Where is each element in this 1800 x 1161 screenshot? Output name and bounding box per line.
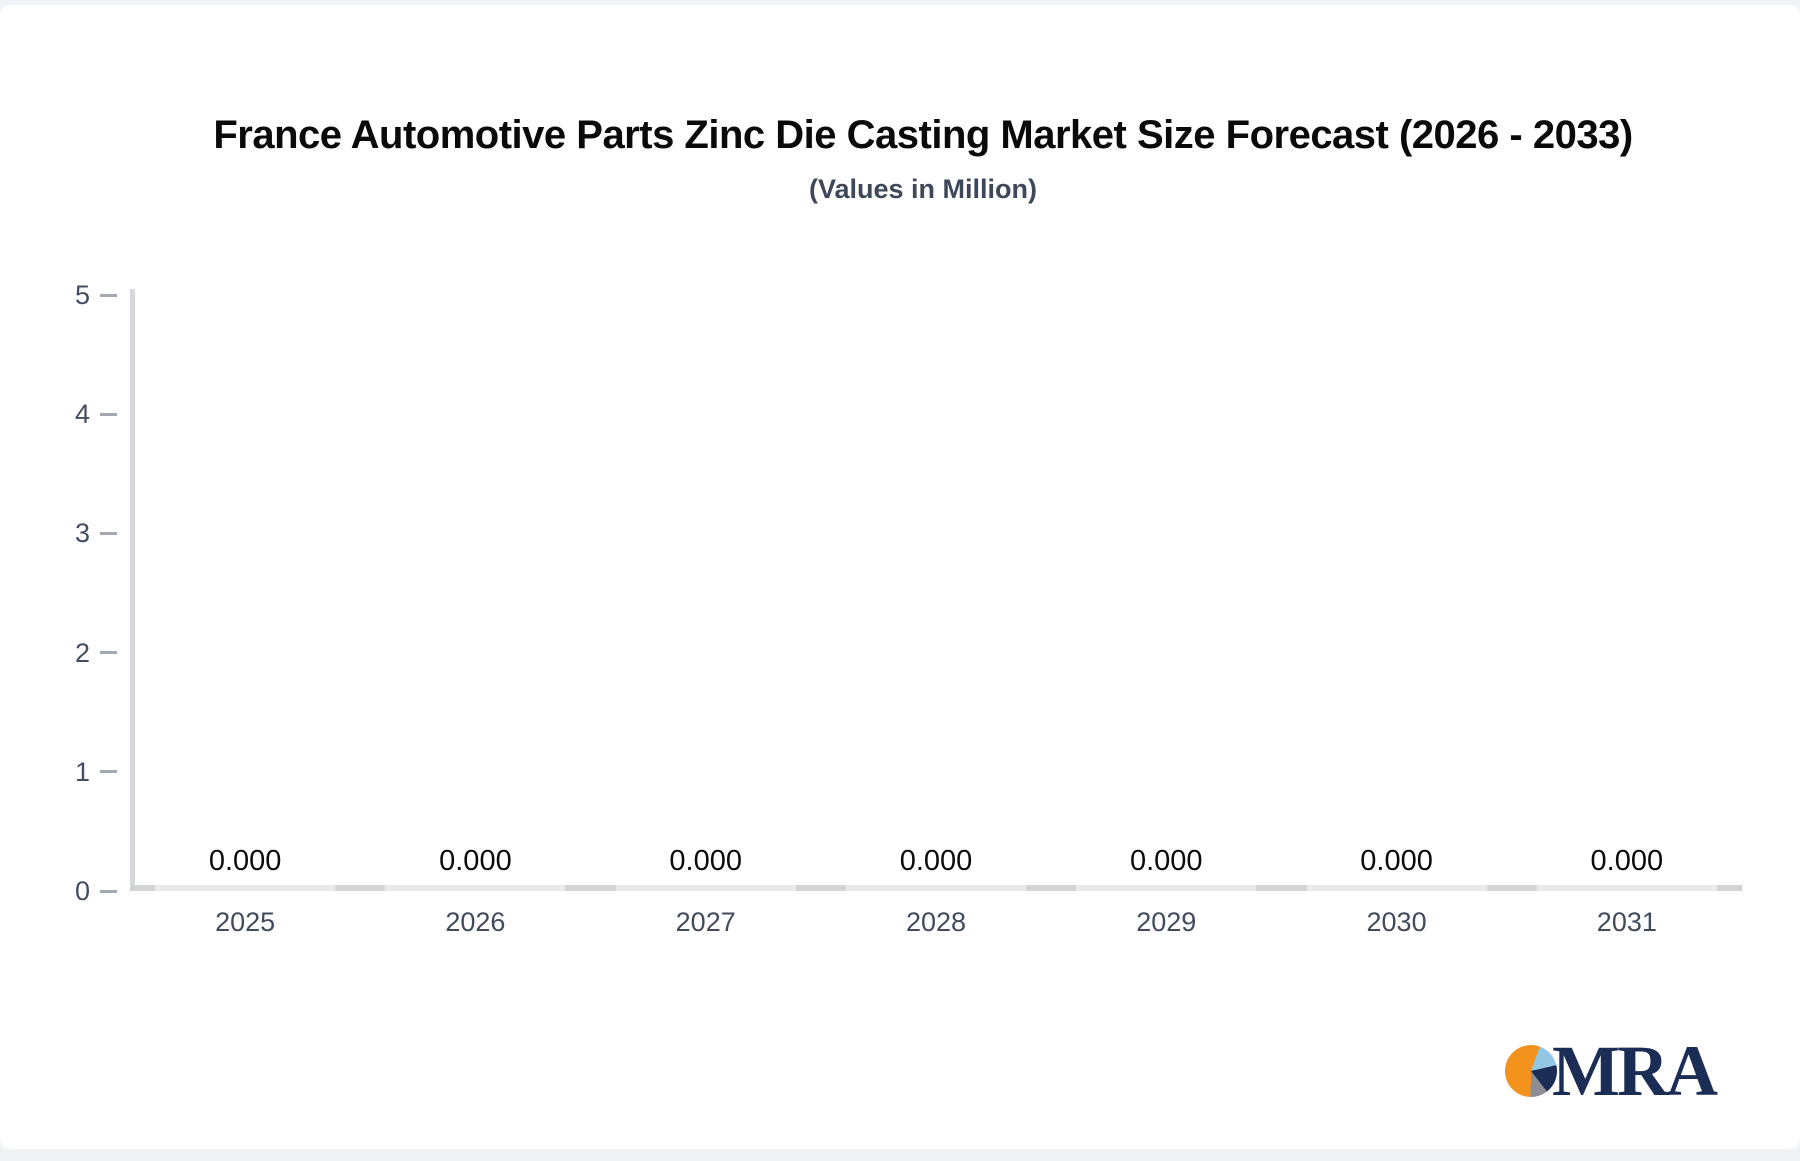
x-axis-label: 2027 [596, 907, 816, 937]
y-tick-label: 1 [20, 757, 90, 787]
x-axis-label: 2030 [1287, 907, 1507, 937]
plot-area: 0 1 2 3 4 5 0.000 2025 0.000 2026 0.000 2027 0.000 2… [0, 5, 1800, 1161]
x-axis-label: 2028 [826, 907, 1046, 937]
y-tick-dash [100, 770, 117, 773]
bar [385, 885, 565, 891]
bar-value-label: 0.000 [1287, 846, 1507, 876]
y-tick-label: 2 [20, 638, 90, 668]
y-tick-dash [100, 294, 117, 297]
bar-value-label: 0.000 [365, 846, 585, 876]
bar [1076, 885, 1256, 891]
x-axis-label: 2031 [1517, 907, 1737, 937]
bar-value-label: 0.000 [1056, 846, 1276, 876]
y-tick-label: 0 [20, 876, 90, 906]
x-axis-label: 2025 [135, 907, 355, 937]
x-axis-label: 2026 [365, 907, 585, 937]
bar-value-label: 0.000 [826, 846, 1046, 876]
y-tick-label: 3 [20, 518, 90, 548]
bar [155, 885, 335, 891]
mra-logo-text: MRA [1552, 1045, 1715, 1097]
y-tick-label: 5 [20, 280, 90, 310]
y-tick-label: 4 [20, 399, 90, 429]
y-tick-dash [100, 651, 117, 654]
y-axis-line [130, 289, 135, 891]
bar [846, 885, 1026, 891]
y-tick-dash [100, 413, 117, 416]
bar [1537, 885, 1717, 891]
x-axis-label: 2029 [1056, 907, 1276, 937]
y-tick-dash [100, 532, 117, 535]
bar-value-label: 0.000 [596, 846, 816, 876]
y-tick-dash [100, 890, 117, 893]
bar [616, 885, 796, 891]
mra-logo: MRA [1505, 1045, 1715, 1097]
mra-pie-chart-icon [1505, 1045, 1557, 1097]
bar [1307, 885, 1487, 891]
chart-card: France Automotive Parts Zinc Die Casting… [0, 5, 1800, 1149]
bar-value-label: 0.000 [1517, 846, 1737, 876]
bar-value-label: 0.000 [135, 846, 355, 876]
